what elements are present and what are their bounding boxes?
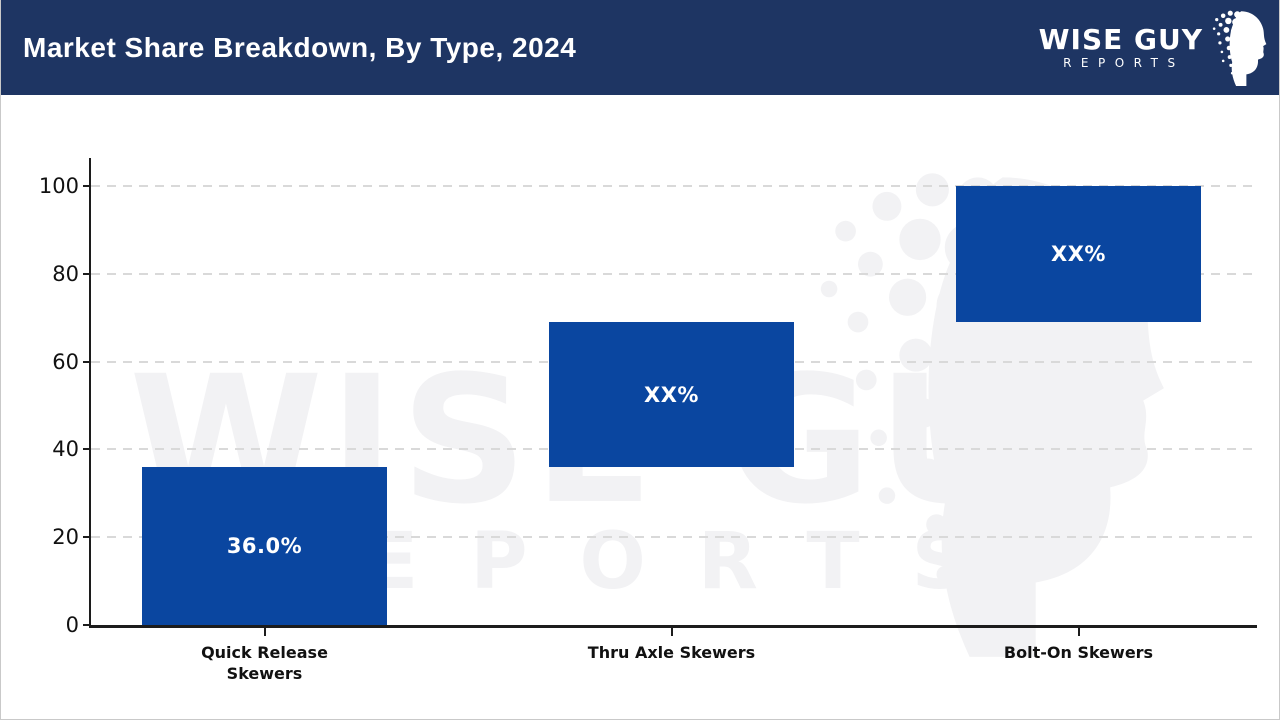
y-tick-label-40: 40 [52,437,79,462]
bar-bolt-on-skewers: XX% [956,186,1201,323]
chart-title: Market Share Breakdown, By Type, 2024 [23,31,577,63]
x-axis [89,625,1257,628]
x-tick-quick-release-skewers [263,628,266,636]
x-tick-thru-axle-skewers [670,628,673,636]
y-tick-0 [83,624,91,626]
y-tick-60 [83,360,91,363]
logo: WISE GUY REPORTS [1039,9,1267,87]
logo-face-icon [1209,9,1267,87]
y-axis [89,158,91,628]
y-tick-40 [83,448,91,451]
gridline-100 [91,185,1257,187]
bar-value-label: XX% [1051,242,1106,267]
y-tick-20 [83,536,91,539]
y-tick-80 [83,272,91,275]
y-tick-label-20: 20 [52,525,79,550]
y-tick-label-60: 60 [52,349,79,374]
y-tick-100 [83,185,91,187]
gridline-20 [91,536,1257,539]
logo-name: WISE GUY [1038,23,1203,56]
logo-subtitle: REPORTS [1063,56,1185,70]
bar-value-label: 36.0% [226,533,303,558]
bar-quick-release-skewers: 36.0% [142,466,387,625]
y-tick-label-100: 100 [38,174,79,198]
chart-plot-area: WISE GUY REPORTS 02040608010036.0%Quick … [1,95,1279,719]
bar-thru-axle-skewers: XX% [549,322,794,467]
y-tick-label-80: 80 [52,261,79,286]
category-label-thru-axle-skewers: Thru Axle Skewers [587,643,756,662]
header: Market Share Breakdown, By Type, 2024 WI… [1,0,1279,95]
category-label-quick-release-skewers: Quick Release Skewers [201,643,328,683]
y-tick-label-0: 0 [65,613,79,637]
gridline-80 [91,272,1257,275]
logo-text: WISE GUY REPORTS [1038,23,1203,70]
category-label-bolt-on-skewers: Bolt-On Skewers [1003,643,1154,662]
bar-value-label: XX% [644,382,699,407]
x-tick-bolt-on-skewers [1077,628,1080,636]
